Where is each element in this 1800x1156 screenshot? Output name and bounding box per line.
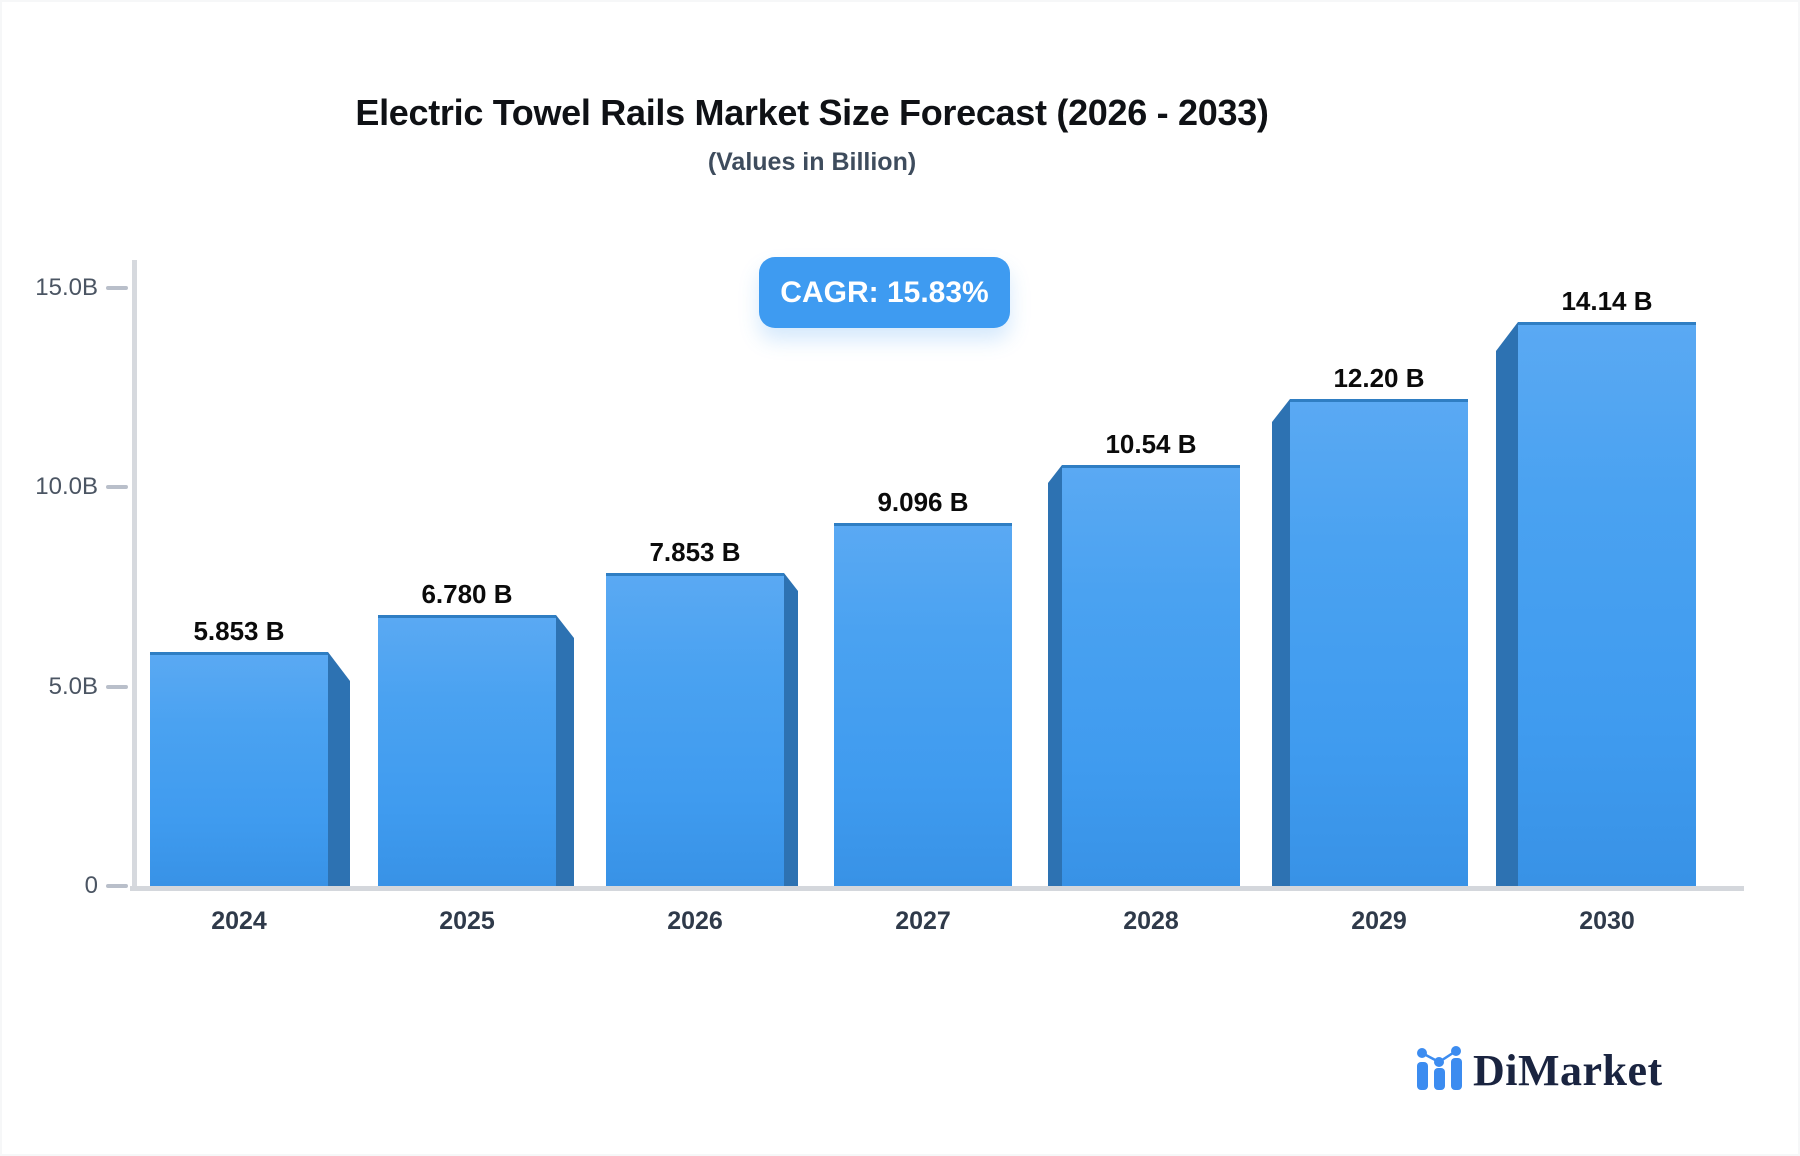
bar-value-label: 14.14 B (1561, 286, 1653, 316)
y-tick-label: 5.0B (48, 672, 98, 700)
y-tick-mark (106, 485, 128, 489)
bar-side-facet (1048, 465, 1062, 886)
bar-value-label: 7.853 B (649, 537, 741, 567)
bar-side-facet (1496, 322, 1518, 886)
bar-2028 (1062, 465, 1240, 886)
bar-side-facet (556, 615, 574, 886)
bar-2029 (1290, 399, 1468, 886)
bar-2026 (606, 573, 784, 886)
bar-value-label: 10.54 B (1105, 429, 1197, 459)
chart-title: Electric Towel Rails Market Size Forecas… (355, 92, 1269, 133)
brand-name: DiMarket (1473, 1046, 1663, 1095)
y-axis-line (132, 260, 137, 891)
bar-value-label: 5.853 B (193, 616, 285, 646)
y-tick-label: 15.0B (35, 273, 98, 301)
brand-logo: DiMarket (1415, 1042, 1695, 1102)
y-tick-label: 10.0B (35, 473, 98, 500)
x-axis-label: 2030 (1579, 907, 1635, 935)
bar-2027 (834, 523, 1012, 886)
bar-2030 (1518, 322, 1696, 886)
bar-2024 (150, 652, 328, 886)
bar-chart-sparkline-icon (1415, 1046, 1465, 1099)
y-tick-mark (106, 285, 128, 290)
y-tick-mark (106, 684, 128, 689)
x-axis-baseline (130, 886, 1744, 891)
chart-subtitle: (Values in Billion) (707, 148, 917, 176)
x-axis-label: 2026 (667, 907, 723, 935)
y-tick-mark (106, 884, 128, 888)
bar-value-label: 9.096 B (877, 487, 969, 517)
bar-value-label: 12.20 B (1333, 363, 1425, 393)
bar-side-facet (1272, 399, 1290, 886)
x-axis-label: 2025 (439, 907, 495, 935)
bar-side-facet (328, 652, 350, 886)
y-tick-label: 0 (84, 872, 98, 899)
x-axis-label: 2027 (895, 907, 951, 935)
x-axis-label: 2024 (211, 907, 267, 935)
bar-2025 (378, 615, 556, 886)
cagr-badge: CAGR: 15.83% (759, 257, 1010, 328)
x-axis-label: 2028 (1123, 907, 1179, 935)
x-axis-label: 2029 (1351, 907, 1407, 935)
bar-side-facet (784, 573, 798, 886)
bar-value-label: 6.780 B (421, 579, 513, 609)
